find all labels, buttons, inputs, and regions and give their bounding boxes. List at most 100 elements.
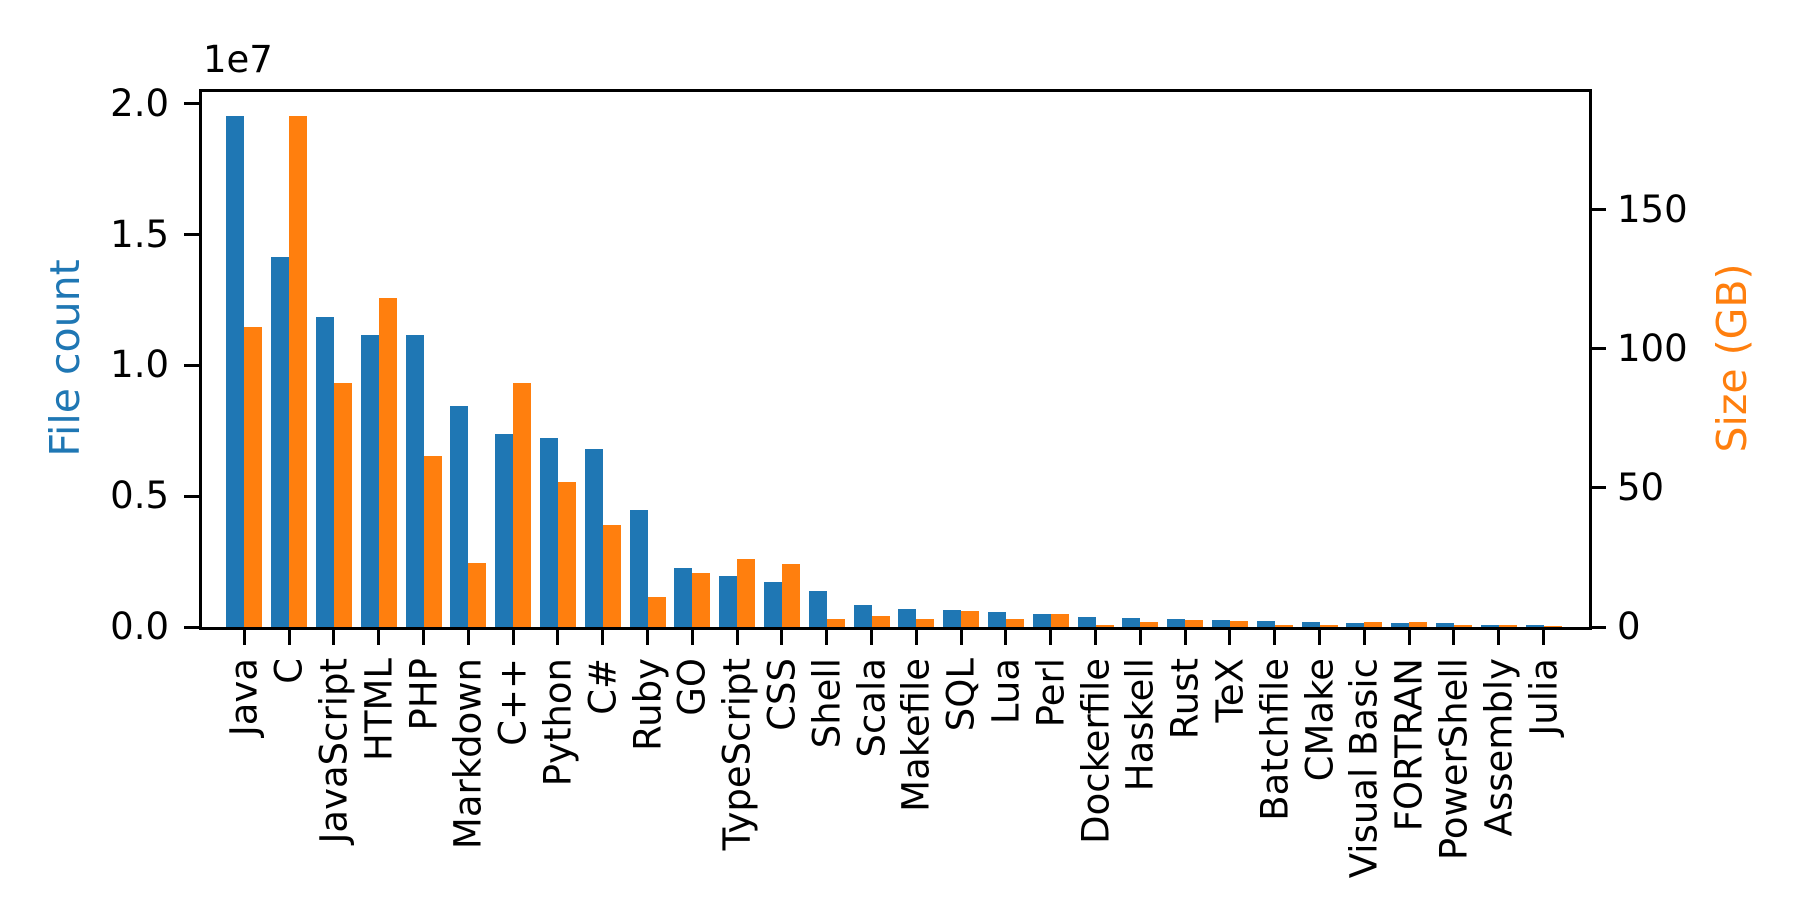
x-tick-label: PHP <box>402 658 445 731</box>
x-tick-label: PowerShell <box>1432 658 1476 861</box>
bar-size-gb <box>378 298 397 627</box>
bar-file-count <box>943 609 962 627</box>
left-axis-offset-text: 1e7 <box>203 38 273 81</box>
x-tick <box>690 630 694 645</box>
bar-file-count <box>1256 620 1275 627</box>
left-y-tick-label: 2.0 <box>110 81 169 125</box>
x-tick <box>556 630 560 645</box>
right-y-tick-label: 100 <box>1617 326 1688 370</box>
x-tick <box>1452 630 1456 645</box>
x-tick-label: Visual Basic <box>1342 658 1386 879</box>
left-axis-title: File count <box>41 259 89 457</box>
bar-size-gb <box>692 573 711 627</box>
bar-file-count <box>495 433 514 627</box>
bar-file-count <box>405 334 424 627</box>
x-tick <box>1183 630 1187 645</box>
bar-size-gb <box>647 596 666 627</box>
bar-size-gb <box>1005 619 1024 627</box>
bar-size-gb <box>1543 626 1562 628</box>
bar-size-gb <box>1364 621 1383 627</box>
x-tick-label: Python <box>536 658 580 787</box>
bar-size-gb <box>1453 625 1472 627</box>
bar-file-count <box>584 448 603 627</box>
x-tick <box>1542 630 1545 645</box>
x-tick-label: Dockerfile <box>1074 658 1117 844</box>
bar-file-count <box>1391 623 1410 627</box>
x-tick-label: C# <box>581 658 625 715</box>
bar-size-gb <box>1185 619 1204 627</box>
bar-size-gb <box>1050 613 1069 627</box>
bar-file-count <box>1435 623 1454 627</box>
x-tick-label: Scala <box>850 658 893 758</box>
left-y-tick <box>184 363 199 367</box>
bar-file-count <box>853 605 872 627</box>
bar-file-count <box>315 317 334 627</box>
x-tick-label: JavaScript <box>312 658 356 844</box>
bar-file-count <box>1032 613 1051 627</box>
bar-file-count <box>898 609 917 627</box>
x-tick-label: Markdown <box>446 658 490 850</box>
x-tick-label: C <box>267 658 311 684</box>
right-y-tick <box>1591 347 1606 351</box>
right-y-tick <box>1591 625 1606 629</box>
x-tick-label: Assembly <box>1477 658 1521 837</box>
bar-size-gb <box>961 611 980 627</box>
x-tick <box>1094 630 1097 645</box>
x-tick <box>422 630 425 645</box>
bar-size-gb <box>244 327 263 627</box>
left-y-tick-label: 1.5 <box>110 212 169 256</box>
bar-file-count <box>629 509 648 627</box>
bar-size-gb <box>557 482 576 627</box>
left-y-tick-label: 0.5 <box>110 474 169 518</box>
bar-file-count <box>1525 625 1544 627</box>
x-tick <box>959 630 963 645</box>
bar-file-count <box>226 115 245 627</box>
x-tick <box>287 630 291 645</box>
bar-size-gb <box>513 382 532 627</box>
bar-file-count <box>1077 617 1096 627</box>
x-tick <box>377 630 381 645</box>
left-y-tick <box>184 625 199 629</box>
x-tick-label: FORTRAN <box>1387 658 1431 832</box>
bar-file-count <box>1167 618 1186 627</box>
x-tick-label: Ruby <box>626 658 669 751</box>
bar-size-gb <box>1274 625 1293 627</box>
bar-file-count <box>808 590 827 627</box>
right-y-tick-label: 50 <box>1617 465 1665 509</box>
right-y-tick <box>1591 486 1606 490</box>
x-tick <box>870 630 873 645</box>
left-y-tick-label: 0.0 <box>110 605 169 648</box>
x-tick-label: GO <box>670 658 714 716</box>
bar-file-count <box>1122 618 1141 627</box>
bar-file-count <box>360 334 379 627</box>
bar-size-gb <box>1498 624 1517 627</box>
right-y-tick-label: 150 <box>1617 187 1688 231</box>
bar-size-gb <box>1095 625 1114 627</box>
x-tick <box>646 630 649 645</box>
right-y-tick <box>1591 208 1606 212</box>
bar-size-gb <box>333 382 352 627</box>
bar-size-gb <box>826 618 845 627</box>
x-tick <box>466 630 470 645</box>
x-tick <box>1138 630 1142 645</box>
x-tick <box>1497 630 1501 645</box>
bar-file-count <box>763 581 782 627</box>
bar-size-gb <box>602 524 621 627</box>
bar-size-gb <box>1229 621 1248 627</box>
bar-file-count <box>1480 624 1499 627</box>
bar-size-gb <box>1319 625 1338 627</box>
x-tick <box>332 630 336 645</box>
x-tick-label: CSS <box>760 658 804 731</box>
bar-size-gb <box>423 456 442 627</box>
bar-size-gb <box>1140 621 1159 627</box>
bar-size-gb <box>871 616 890 627</box>
x-tick <box>1004 630 1008 645</box>
right-y-tick-label: 0 <box>1617 605 1641 648</box>
x-tick-label: Julia <box>1522 658 1565 736</box>
bar-file-count <box>987 611 1006 627</box>
x-tick-label: Shell <box>805 658 849 749</box>
bar-file-count <box>539 437 558 627</box>
